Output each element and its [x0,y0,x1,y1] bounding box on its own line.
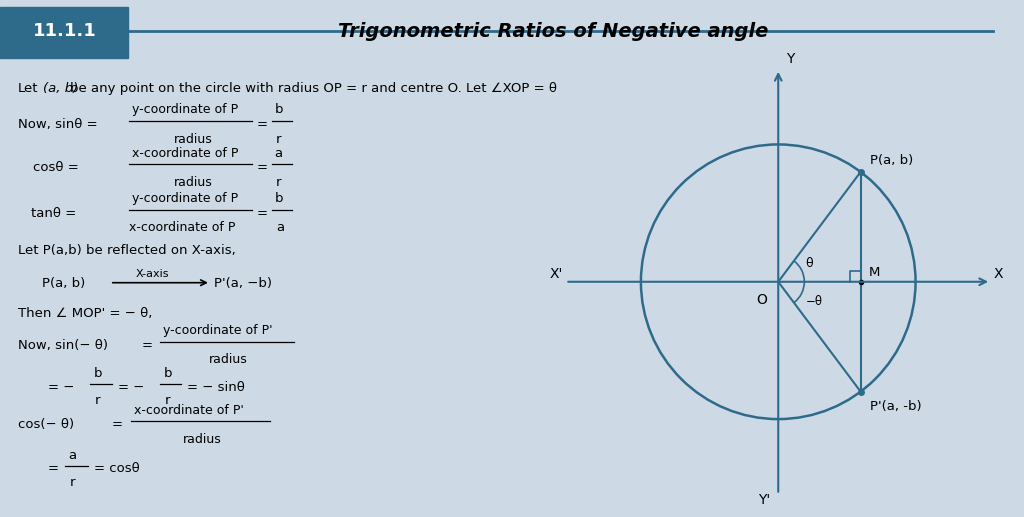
Text: y-coordinate of P: y-coordinate of P [132,103,238,116]
Text: 11.1.1: 11.1.1 [33,22,96,40]
Text: b: b [274,103,283,116]
Text: r: r [165,394,170,407]
Text: =: = [257,161,267,174]
Text: =: = [141,339,153,352]
Text: −θ: −θ [806,295,822,308]
FancyBboxPatch shape [0,7,128,58]
Text: Then ∠ MOP' = − θ,: Then ∠ MOP' = − θ, [17,307,153,320]
Text: =: = [257,118,267,131]
Text: X-axis: X-axis [135,269,169,279]
Text: Trigonometric Ratios of Negative angle: Trigonometric Ratios of Negative angle [338,22,768,40]
Text: Let: Let [17,82,38,95]
Text: tanθ =: tanθ = [31,207,76,220]
Text: radius: radius [174,176,213,189]
Text: M: M [869,266,881,279]
Text: Now, sinθ =: Now, sinθ = [17,118,97,131]
Text: P(a, b): P(a, b) [870,154,913,166]
Text: b: b [274,192,283,205]
Text: = − sinθ: = − sinθ [187,381,245,393]
Text: r: r [276,176,282,189]
Text: cosθ =: cosθ = [33,161,79,174]
Text: y-coordinate of P: y-coordinate of P [132,192,238,205]
Text: Y': Y' [758,493,770,507]
Text: Let P(a,b) be reflected on X-axis,: Let P(a,b) be reflected on X-axis, [17,244,236,257]
Text: O: O [757,293,767,307]
Text: r: r [95,394,100,407]
Text: b: b [164,367,172,380]
Text: P'(a, -b): P'(a, -b) [870,400,922,413]
Text: cos(− θ): cos(− θ) [17,418,74,431]
Text: P'(a, −b): P'(a, −b) [214,277,271,290]
Text: a: a [274,147,283,160]
Text: Y: Y [786,52,795,66]
Text: a: a [276,221,285,234]
Text: y-coordinate of P': y-coordinate of P' [164,324,273,337]
Text: radius: radius [183,433,221,446]
Text: =: = [257,207,267,220]
Text: = −: = − [47,381,74,393]
Text: =: = [47,462,58,476]
Text: (a, b): (a, b) [43,82,78,95]
Text: θ: θ [806,256,813,270]
Text: x-coordinate of P: x-coordinate of P [132,147,239,160]
Text: = cosθ: = cosθ [94,462,139,476]
Text: P(a, b): P(a, b) [42,277,85,290]
Text: x-coordinate of P: x-coordinate of P [129,221,236,234]
Text: be any point on the circle with radius OP = r and centre O. Let ∠XOP = θ: be any point on the circle with radius O… [70,82,557,95]
Text: r: r [70,476,76,489]
Text: =: = [112,418,123,431]
Text: radius: radius [209,353,248,366]
Text: radius: radius [174,132,213,146]
Text: X: X [994,267,1004,281]
Text: a: a [69,449,77,462]
Text: x-coordinate of P': x-coordinate of P' [133,404,244,417]
Text: Now, sin(− θ): Now, sin(− θ) [17,339,108,352]
Text: r: r [276,132,282,146]
Text: X': X' [549,267,562,281]
Text: = −: = − [118,381,144,393]
Text: b: b [94,367,102,380]
